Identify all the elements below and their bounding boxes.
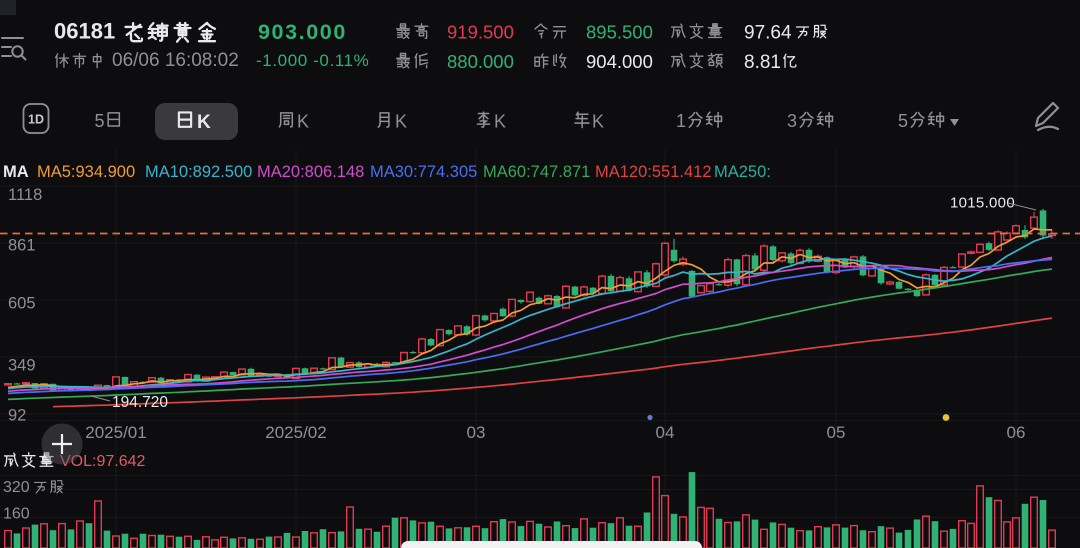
svg-text:1D: 1D [28, 113, 44, 127]
svg-text:03: 03 [467, 423, 486, 442]
svg-text:MA250:: MA250: [714, 163, 771, 181]
svg-text:MA20:806.148: MA20:806.148 [257, 163, 364, 181]
svg-text:320: 320 [3, 479, 30, 496]
svg-text:06181: 06181 [54, 19, 115, 44]
svg-text:5: 5 [898, 111, 908, 131]
svg-text:K: K [494, 112, 506, 132]
svg-text:06: 06 [1007, 423, 1026, 442]
svg-text:K: K [297, 112, 309, 132]
svg-text:06/06 16:08:02: 06/06 16:08:02 [112, 50, 239, 71]
svg-text:K: K [592, 112, 604, 132]
svg-text:97.64: 97.64 [744, 23, 792, 44]
svg-text:MA60:747.871: MA60:747.871 [483, 163, 590, 181]
svg-text:895.500: 895.500 [586, 22, 653, 43]
svg-text:K: K [395, 112, 407, 132]
svg-text:92: 92 [8, 407, 26, 425]
svg-text:MA120:551.412: MA120:551.412 [595, 163, 712, 181]
svg-text:K: K [197, 112, 211, 133]
svg-text:MA30:774.305: MA30:774.305 [370, 163, 477, 181]
svg-text:194.720: 194.720 [112, 394, 168, 411]
svg-text:MA5:934.900: MA5:934.900 [37, 163, 135, 181]
svg-text:MA10:892.500: MA10:892.500 [145, 163, 252, 181]
svg-text:903.000: 903.000 [258, 20, 347, 44]
svg-text:904.000: 904.000 [586, 51, 653, 72]
svg-text:349: 349 [8, 357, 36, 375]
svg-text:MA: MA [3, 163, 29, 181]
svg-text:-1.000 -0.11%: -1.000 -0.11% [256, 51, 369, 70]
svg-text:8.81: 8.81 [744, 52, 781, 73]
svg-text:1: 1 [676, 111, 686, 131]
svg-text:1015.000: 1015.000 [950, 195, 1015, 212]
svg-text:919.500: 919.500 [447, 22, 514, 43]
svg-text:2025/02: 2025/02 [265, 423, 326, 442]
svg-text:VOL:97.642: VOL:97.642 [60, 453, 146, 470]
svg-text:2025/01: 2025/01 [85, 423, 146, 442]
svg-text:05: 05 [827, 423, 846, 442]
svg-text:1118: 1118 [8, 186, 42, 204]
svg-text:04: 04 [656, 423, 675, 442]
svg-text:880.000: 880.000 [447, 51, 514, 72]
svg-text:160: 160 [3, 506, 30, 523]
svg-text:5: 5 [95, 111, 105, 131]
svg-text:861: 861 [8, 237, 36, 255]
svg-text:3: 3 [787, 111, 797, 131]
svg-text:605: 605 [8, 295, 36, 313]
